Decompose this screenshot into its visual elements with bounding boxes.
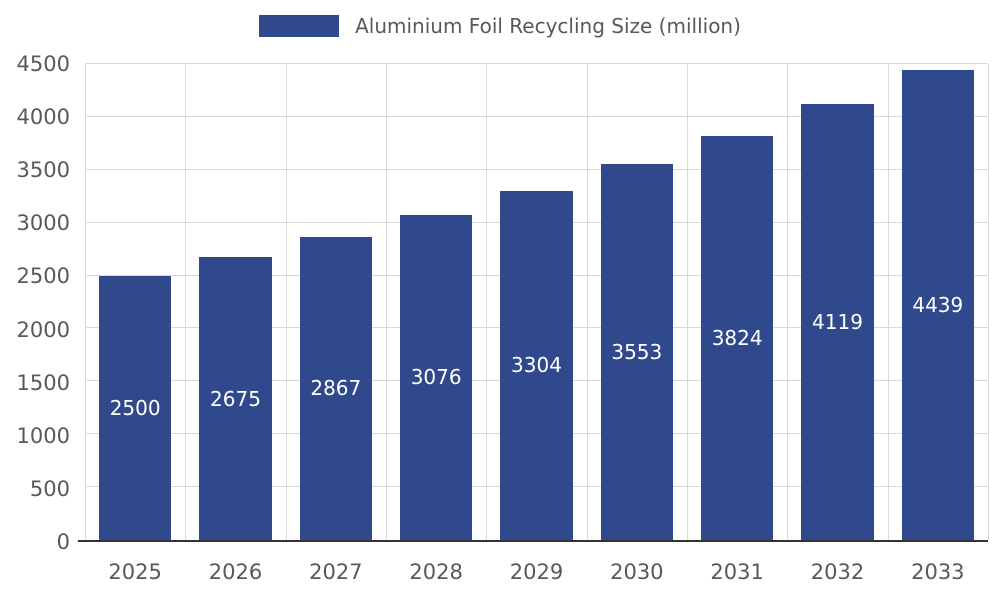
bar: 3304 bbox=[500, 190, 573, 540]
v-gridline bbox=[787, 64, 789, 540]
x-tick-label: 2028 bbox=[409, 560, 463, 584]
y-axis: 0 500 1000 1500 2000 2500 3000 3500 4000 4500 bbox=[0, 52, 76, 554]
bar-value-label: 4439 bbox=[912, 293, 964, 318]
y-tick-label: 1000 bbox=[16, 423, 70, 448]
y-tick-label: 1500 bbox=[16, 370, 70, 395]
v-gridline bbox=[385, 64, 387, 540]
h-gridline bbox=[85, 168, 988, 170]
bar-value-label: 3076 bbox=[410, 365, 462, 390]
y-tick-label: 3000 bbox=[16, 211, 70, 236]
x-tick-label: 2025 bbox=[108, 560, 162, 584]
x-tick-label: 2031 bbox=[710, 560, 764, 584]
bar-value-label: 3304 bbox=[511, 353, 562, 378]
bar: 2500 bbox=[99, 275, 172, 540]
bar: 4439 bbox=[901, 70, 974, 540]
y-axis-zero-tick bbox=[78, 540, 85, 542]
y-tick-label: 3500 bbox=[16, 158, 70, 183]
x-tick-label: 2029 bbox=[509, 560, 564, 584]
bar: 4119 bbox=[801, 104, 874, 540]
bar-value-label: 2867 bbox=[310, 376, 362, 401]
v-gridline bbox=[686, 64, 688, 540]
legend: Aluminium Foil Recycling Size (million) bbox=[0, 14, 1000, 38]
v-gridline bbox=[887, 64, 889, 540]
x-tick-label: 2032 bbox=[810, 560, 865, 584]
v-gridline bbox=[586, 64, 588, 540]
x-tick-label: 2027 bbox=[309, 560, 363, 584]
bar-value-label: 3824 bbox=[711, 325, 763, 350]
x-axis: 2025 2026 2027 2028 2029 2030 2031 2032 2033 bbox=[85, 556, 988, 590]
bar-value-label: 4119 bbox=[812, 310, 863, 335]
y-tick-label: 2500 bbox=[16, 264, 70, 289]
y-tick-label: 4000 bbox=[16, 105, 70, 130]
bar: 2675 bbox=[199, 257, 272, 540]
bar: 3553 bbox=[600, 164, 673, 540]
bar: 2867 bbox=[299, 236, 372, 540]
v-gridline bbox=[988, 64, 989, 540]
y-tick-label: 4500 bbox=[16, 52, 70, 76]
x-tick-label: 2030 bbox=[610, 560, 664, 584]
v-gridline bbox=[285, 64, 287, 540]
bar-value-label: 2675 bbox=[210, 386, 261, 411]
legend-swatch bbox=[259, 15, 340, 37]
v-gridline bbox=[486, 64, 488, 540]
x-tick-label: 2033 bbox=[911, 560, 965, 584]
v-gridline bbox=[85, 64, 86, 540]
bar: 3076 bbox=[400, 214, 473, 540]
legend-label: Aluminium Foil Recycling Size (million) bbox=[355, 14, 741, 38]
y-tick-label: 500 bbox=[29, 476, 70, 501]
y-tick-label: 0 bbox=[56, 530, 70, 554]
h-gridline bbox=[85, 115, 988, 117]
y-tick-label: 2000 bbox=[16, 317, 70, 342]
x-tick-label: 2026 bbox=[208, 560, 263, 584]
bar-value-label: 2500 bbox=[109, 395, 161, 420]
v-gridline bbox=[185, 64, 187, 540]
bar: 3824 bbox=[701, 135, 774, 540]
plot-area: 2500 2675 2867 3076 3304 3553 3824 4119 4439 bbox=[78, 63, 989, 542]
bar-value-label: 3553 bbox=[611, 340, 663, 365]
h-gridline bbox=[85, 63, 988, 64]
